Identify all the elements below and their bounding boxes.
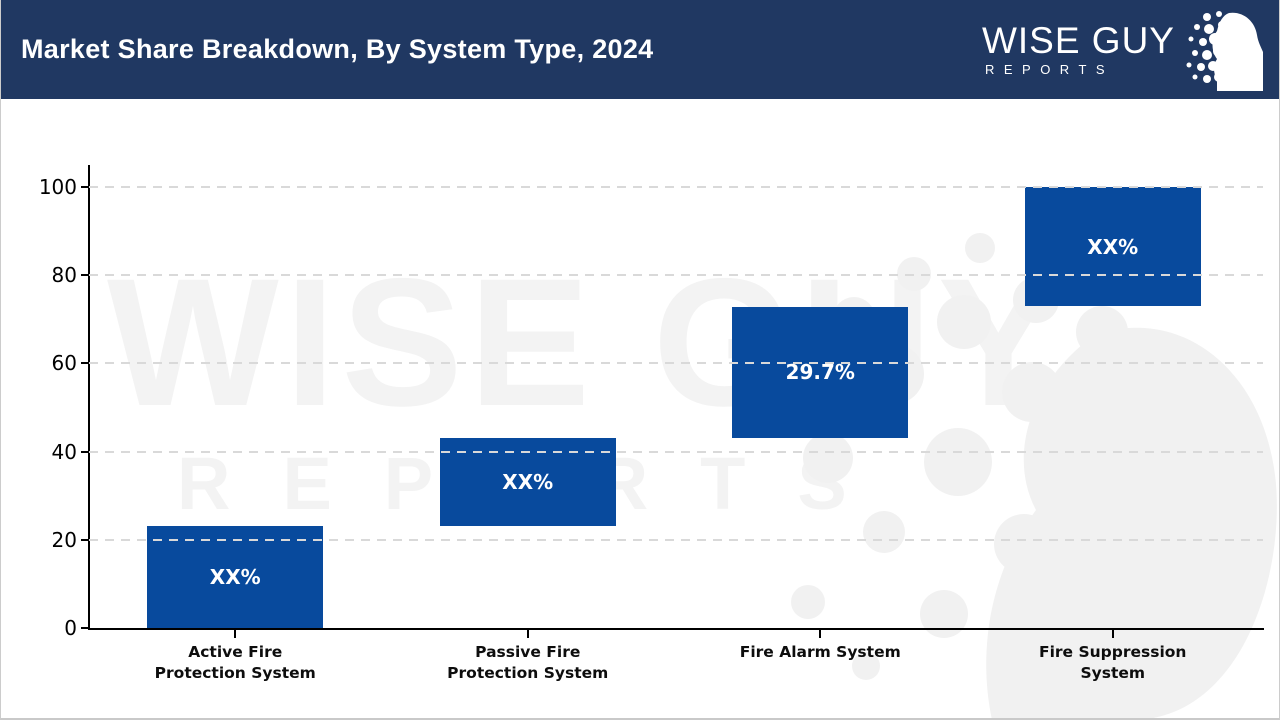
logo-head-icon xyxy=(1186,10,1263,91)
bar-value-label: XX% xyxy=(209,565,261,590)
gridline-60 xyxy=(89,362,1263,365)
bar-4: XX% xyxy=(1024,187,1201,307)
x-tickmark xyxy=(819,630,822,638)
y-tick-label: 100 xyxy=(38,175,77,199)
gridline-40 xyxy=(89,450,1263,453)
y-tickmark xyxy=(81,627,89,629)
x-category-label: Fire Alarm System xyxy=(739,643,901,661)
x-category-label: Active Fire Protection System xyxy=(154,643,316,682)
y-tick-label: 80 xyxy=(51,263,77,288)
bar-value-label: XX% xyxy=(1087,234,1139,259)
bar-1: XX% xyxy=(147,526,324,628)
y-tickmark xyxy=(81,186,89,188)
logo-text: WISE GUY REPORTS xyxy=(982,22,1175,77)
y-tick-label: 60 xyxy=(51,351,77,376)
watermark-head xyxy=(768,223,1277,718)
x-category-label: Fire Suppression System xyxy=(1039,643,1187,682)
bar-2: XX% xyxy=(439,437,616,527)
x-axis xyxy=(88,628,1264,630)
y-axis xyxy=(88,165,90,630)
x-tickmark xyxy=(234,630,237,638)
y-tick-label: 20 xyxy=(51,527,77,552)
bar-value-label: 29.7% xyxy=(785,360,855,385)
header-banner: Market Share Breakdown, By System Type, … xyxy=(1,0,1279,99)
gridline-100 xyxy=(89,186,1263,188)
y-tickmark xyxy=(81,362,89,365)
x-tickmark xyxy=(526,630,529,638)
bar-value-label: XX% xyxy=(502,470,554,495)
y-tick-label: 40 xyxy=(51,439,77,464)
gridline-20 xyxy=(89,538,1263,541)
gridline-80 xyxy=(89,274,1263,277)
y-tickmark xyxy=(81,274,89,277)
bar-3: 29.7% xyxy=(732,306,909,438)
x-tickmark xyxy=(1111,630,1114,638)
logo-subtext: REPORTS xyxy=(984,62,1115,77)
y-tick-label: 0 xyxy=(64,616,77,640)
y-tickmark xyxy=(81,538,89,541)
x-category-label: Passive Fire Protection System xyxy=(447,643,609,682)
brand-logo: WISE GUY REPORTS xyxy=(982,9,1263,91)
page-title: Market Share Breakdown, By System Type, … xyxy=(21,34,654,64)
y-tickmark xyxy=(81,450,89,453)
logo-wordmark: WISE GUY xyxy=(981,20,1175,61)
